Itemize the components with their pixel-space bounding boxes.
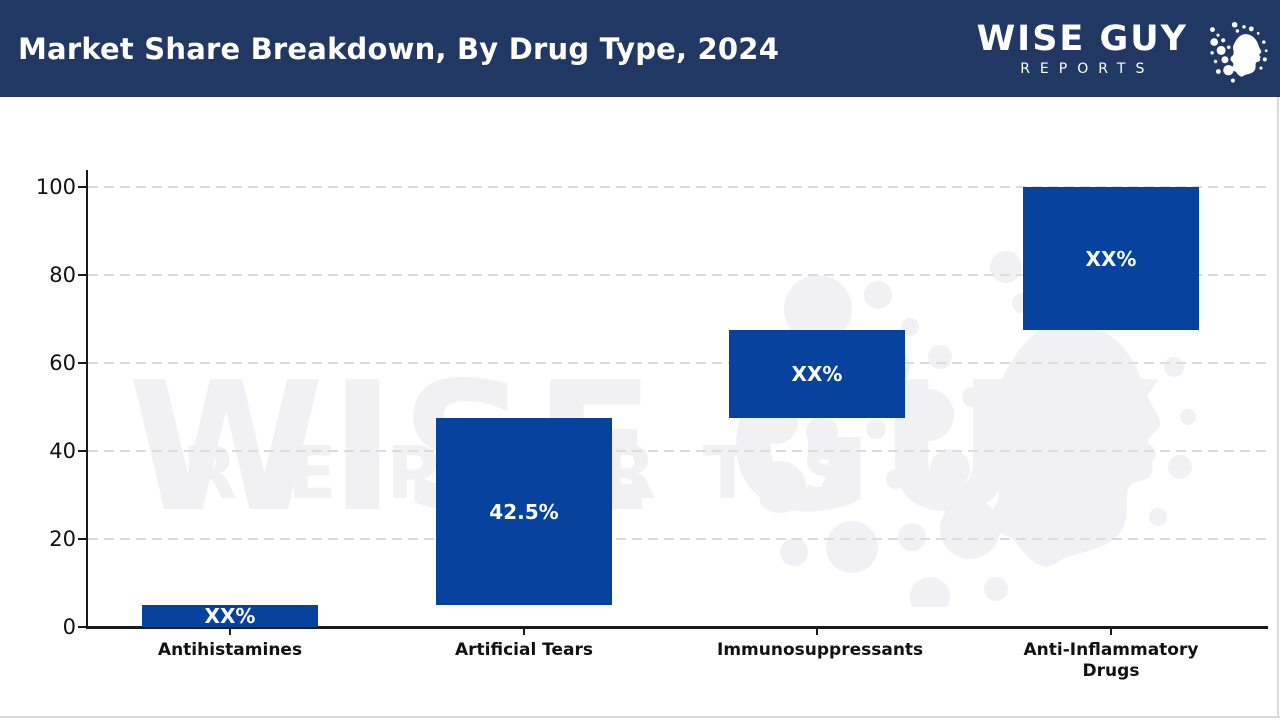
x-tick-mark-antihistamines (229, 629, 231, 635)
waterfall-bar-anti-inflammatory-drugs: XX% (1023, 187, 1199, 330)
y-tick-label-60: 60 (49, 351, 76, 375)
x-tick-mark-anti-inflammatory-drugs (1110, 629, 1112, 635)
y-tick-mark-80 (78, 274, 86, 276)
bar-value-label-artificial-tears: 42.5% (489, 499, 559, 524)
wiseguy-face-watermark-icon (760, 251, 1196, 607)
bar-value-label-antihistamines: XX% (204, 604, 256, 628)
y-tick-label-80: 80 (49, 263, 76, 287)
y-axis-spine (86, 170, 88, 628)
x-category-label-immunosuppressants: Immunosuppressants (717, 640, 924, 660)
y-tick-label-0: 0 (62, 615, 76, 639)
logo-wordmark-line1: WISE GUY (976, 18, 1188, 59)
x-axis-line (86, 626, 1268, 629)
y-tick-mark-0 (78, 626, 86, 628)
y-tick-mark-20 (78, 538, 86, 540)
header-bar: Market Share Breakdown, By Drug Type, 20… (0, 0, 1280, 97)
y-tick-mark-100 (78, 186, 86, 188)
y-gridline-20 (88, 538, 1268, 540)
y-gridline-60 (88, 362, 1268, 364)
logo-wordmark-line2: REPORTS (1020, 60, 1155, 77)
wiseguy-face-icon (1210, 21, 1268, 83)
bottom-hairline (0, 716, 1280, 718)
x-tick-mark-artificial-tears (523, 629, 525, 635)
waterfall-bar-artificial-tears: 42.5% (436, 418, 612, 605)
y-tick-label-20: 20 (49, 527, 76, 551)
y-gridline-100 (88, 186, 1268, 188)
y-gridline-40 (88, 450, 1268, 452)
y-tick-mark-60 (78, 362, 86, 364)
page-title: Market Share Breakdown, By Drug Type, 20… (18, 31, 780, 66)
x-tick-mark-immunosuppressants (816, 629, 818, 635)
logo-wordmark: WISE GUY REPORTS (976, 18, 1188, 77)
y-tick-mark-40 (78, 450, 86, 452)
x-category-label-antihistamines: Antihistamines (157, 640, 303, 660)
wiseguy-reports-logo: WISE GUY REPORTS (977, 0, 1280, 97)
y-tick-label-40: 40 (49, 439, 76, 463)
bar-value-label-anti-inflammatory-drugs: XX% (1085, 246, 1137, 271)
y-tick-label-100: 100 (35, 175, 76, 199)
right-hairline (1277, 97, 1279, 718)
bar-value-label-immunosuppressants: XX% (791, 362, 843, 386)
waterfall-bar-immunosuppressants: XX% (729, 330, 905, 418)
waterfall-bar-antihistamines: XX% (142, 605, 318, 627)
x-category-label-anti-inflammatory-drugs: Anti-Inflammatory Drugs (1023, 640, 1199, 681)
x-category-label-artificial-tears: Artificial Tears (454, 640, 594, 660)
y-gridline-80 (88, 274, 1268, 276)
